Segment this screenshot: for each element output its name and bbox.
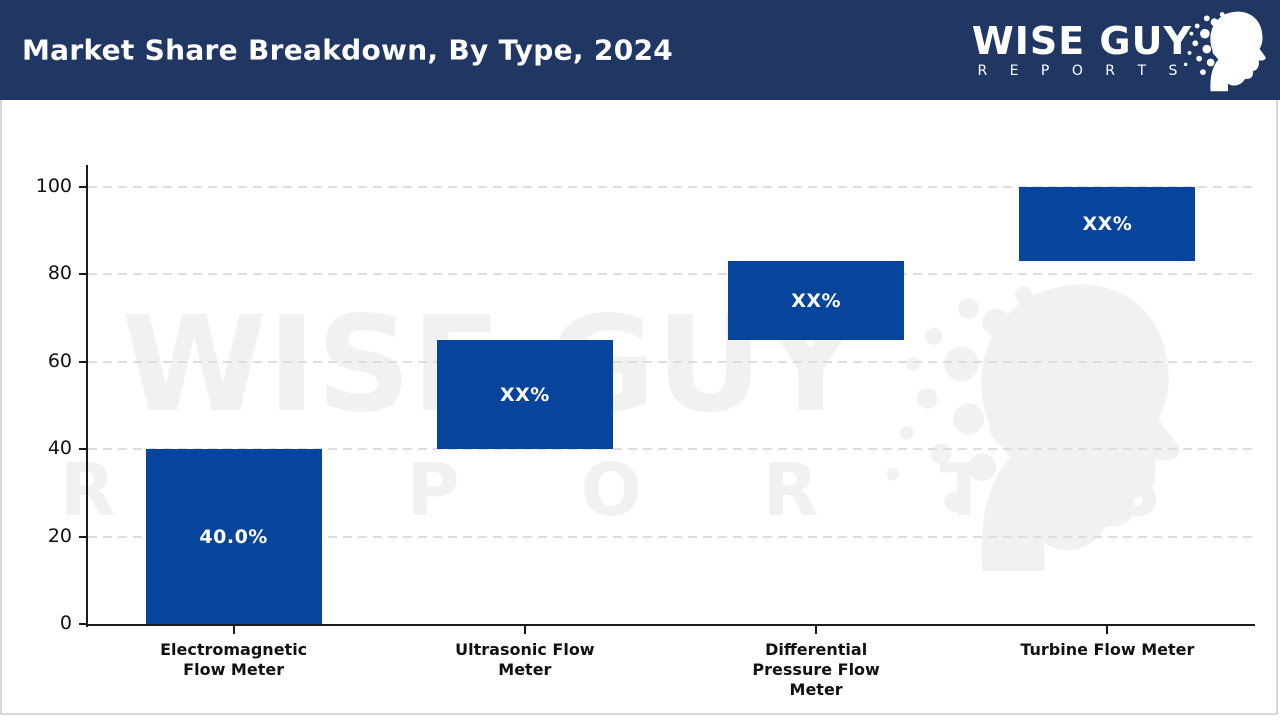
- x-tick-mark: [232, 626, 235, 634]
- x-category-label-line: Differential: [765, 640, 868, 659]
- y-tick-label: 0: [59, 612, 72, 634]
- x-category-label-line: Pressure Flow: [752, 660, 880, 679]
- page-header: Market Share Breakdown, By Type, 2024 WI…: [0, 0, 1280, 100]
- watermark-face-icon: [886, 284, 1180, 571]
- x-category-label-line: Turbine Flow Meter: [1020, 640, 1195, 659]
- bar: XX%: [1019, 187, 1196, 262]
- brand-logo: WISE GUY R E P O R T S: [972, 4, 1274, 96]
- x-axis-line: [86, 624, 1255, 626]
- x-category-label-line: Flow Meter: [183, 660, 285, 679]
- bar: XX%: [728, 261, 905, 340]
- y-tick-mark: [79, 273, 88, 276]
- y-tick-label: 40: [47, 437, 72, 460]
- y-tick-label: 20: [47, 524, 72, 547]
- x-category-label: Ultrasonic Flow Meter: [375, 640, 675, 680]
- y-tick-label: 100: [35, 175, 72, 197]
- page-title: Market Share Breakdown, By Type, 2024: [22, 33, 674, 67]
- bar-value-label: XX%: [791, 289, 842, 312]
- gridline: [88, 535, 1253, 538]
- x-category-label: Differential Pressure Flow Meter: [666, 640, 966, 700]
- y-tick-mark: [79, 535, 88, 538]
- x-category-label: Turbine Flow Meter: [957, 640, 1257, 660]
- y-tick-label: 80: [47, 262, 72, 285]
- gridline: [88, 360, 1253, 363]
- x-category-label-line: Meter: [498, 660, 552, 679]
- y-tick-mark: [79, 623, 88, 625]
- bar: 40.0%: [145, 449, 322, 624]
- gridline: [88, 186, 1253, 188]
- logo-wordmark: WISE GUY: [971, 19, 1192, 63]
- x-category-label: Electromagnetic Flow Meter: [84, 640, 384, 680]
- bar-value-label: XX%: [499, 383, 550, 406]
- x-tick-mark: [1106, 626, 1109, 634]
- logo-subtitle: R E P O R T S: [977, 63, 1187, 79]
- y-tick-mark: [79, 360, 88, 363]
- x-category-label-line: Meter: [789, 680, 843, 699]
- y-tick-mark: [79, 186, 88, 188]
- chart-plot-area: 0 20 40 60 80 100 40.0% Electromagnetic Flow Met…: [0, 100, 1280, 720]
- x-category-label-line: Ultrasonic Flow: [455, 640, 595, 659]
- bar: XX%: [436, 339, 613, 450]
- gridline: [88, 273, 1253, 276]
- logo-head-icon: [1183, 11, 1266, 92]
- y-axis-line: [86, 165, 88, 627]
- y-tick-label: 60: [47, 349, 72, 372]
- gridline: [88, 448, 1253, 451]
- x-tick-mark: [815, 626, 818, 634]
- x-tick-mark: [523, 626, 526, 634]
- x-category-label-line: Electromagnetic: [160, 640, 308, 659]
- logo-text: WISE GUY R E P O R T S: [972, 21, 1192, 79]
- bar-value-label: 40.0%: [199, 525, 268, 548]
- bar-value-label: XX%: [1082, 213, 1133, 236]
- y-tick-mark: [79, 448, 88, 451]
